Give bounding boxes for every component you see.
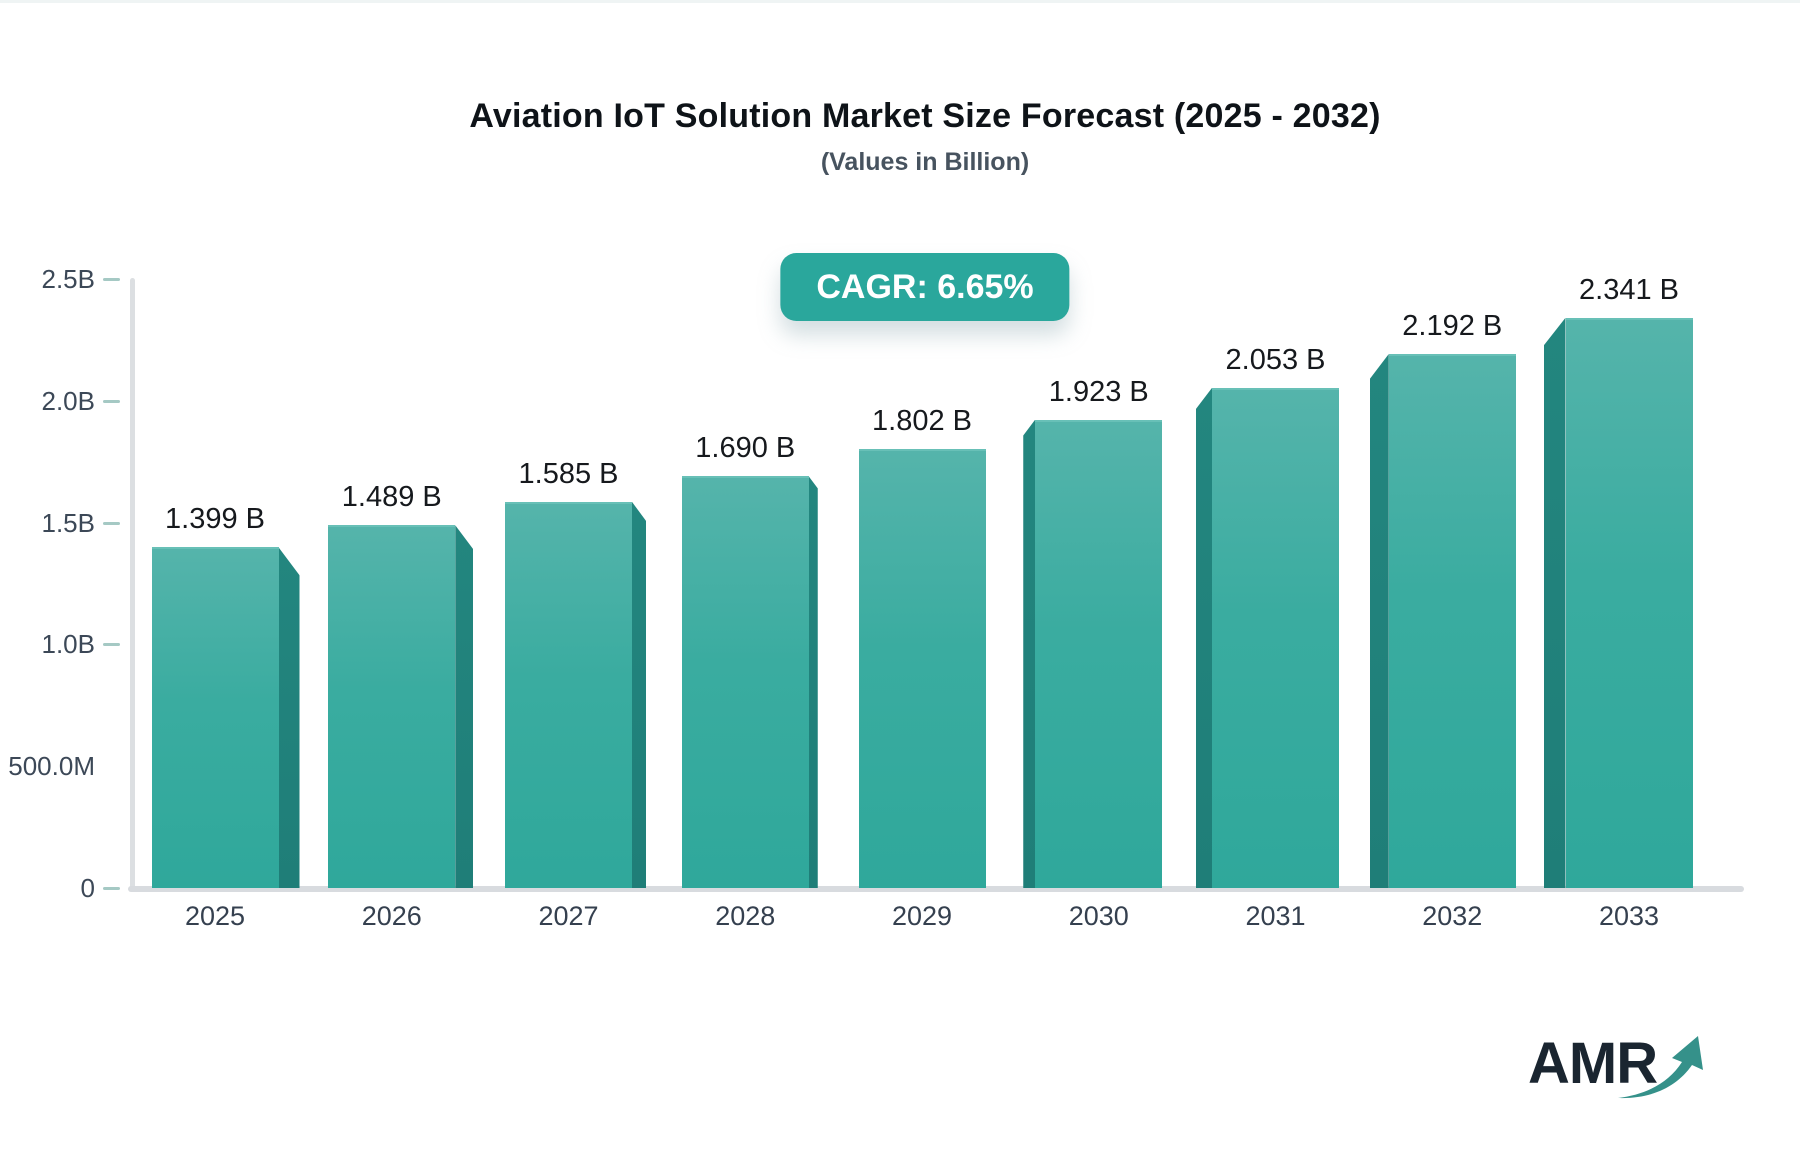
bar-2026 <box>328 525 456 888</box>
y-tick-label-500.0M: 500.0M <box>8 751 95 782</box>
cagr-badge: CAGR: 6.65% <box>780 253 1070 321</box>
bar-value-label-2025: 1.399 B <box>165 503 265 536</box>
chart-subtitle: (Values in Billion) <box>820 148 1030 176</box>
y-tick-mark-2.5B <box>103 278 120 281</box>
bar-value-label-2027: 1.585 B <box>518 457 619 490</box>
bar-value-label-2026: 1.489 B <box>341 481 442 514</box>
bar-side-face-2031 <box>1196 387 1212 888</box>
y-tick-label-1.5B: 1.5B <box>41 507 96 538</box>
bar-2031 <box>1212 387 1339 888</box>
bar-value-label-2032: 2.192 B <box>1402 310 1503 343</box>
x-tick-label-2025: 2025 <box>184 901 246 931</box>
bar-value-label-2028: 1.690 B <box>695 432 796 465</box>
bar-2027 <box>505 501 632 888</box>
bar-side-face-2027 <box>632 501 646 888</box>
amr-logo-text: AMR <box>1528 1031 1658 1096</box>
x-tick-label-2027: 2027 <box>538 901 599 931</box>
bar-2025 <box>151 547 279 888</box>
chart-title: Aviation IoT Solution Market Size Foreca… <box>469 97 1381 135</box>
x-tick-label-2032: 2032 <box>1422 901 1483 931</box>
bar-2032 <box>1388 354 1516 888</box>
x-axis-baseline <box>128 886 1744 892</box>
top-border <box>0 0 1800 3</box>
bar-side-face-2026 <box>455 525 474 888</box>
y-tick-mark-1.0B <box>103 643 120 647</box>
bar-side-face-2025 <box>278 547 300 888</box>
bar-value-label-2031: 2.053 B <box>1225 343 1326 376</box>
bar-side-face-2030 <box>1023 419 1036 888</box>
y-tick-label-2.0B: 2.0B <box>41 385 96 416</box>
y-tick-label-2.5B: 2.5B <box>41 264 96 294</box>
bar-value-label-2030: 1.923 B <box>1048 375 1149 408</box>
y-axis-line <box>130 278 135 892</box>
bar-2030 <box>1035 419 1163 888</box>
x-tick-label-2031: 2031 <box>1245 901 1306 931</box>
x-tick-label-2026: 2026 <box>361 901 422 931</box>
y-tick-mark-1.5B <box>103 521 120 525</box>
amr-logo: AMR <box>1528 1030 1718 1110</box>
x-tick-label-2028: 2028 <box>715 901 776 931</box>
bar-side-face-2028 <box>808 476 818 888</box>
bar-2028 <box>681 476 809 888</box>
y-tick-mark-0 <box>103 887 120 890</box>
bar-value-label-2033: 2.341 B <box>1579 273 1679 306</box>
bar-2029 <box>858 449 986 888</box>
bar-value-label-2029: 1.802 B <box>872 405 972 438</box>
x-tick-label-2029: 2029 <box>891 901 953 931</box>
growth-arrow-icon <box>1618 1036 1703 1099</box>
x-tick-label-2033: 2033 <box>1598 901 1660 931</box>
bar-side-face-2033 <box>1543 317 1566 888</box>
y-tick-mark-2.0B <box>103 399 120 403</box>
bar-2033 <box>1565 317 1693 888</box>
x-tick-label-2030: 2030 <box>1068 901 1129 931</box>
y-tick-label-0: 0 <box>80 873 95 903</box>
bar-side-face-2032 <box>1369 354 1389 888</box>
y-tick-label-1.0B: 1.0B <box>41 629 96 660</box>
